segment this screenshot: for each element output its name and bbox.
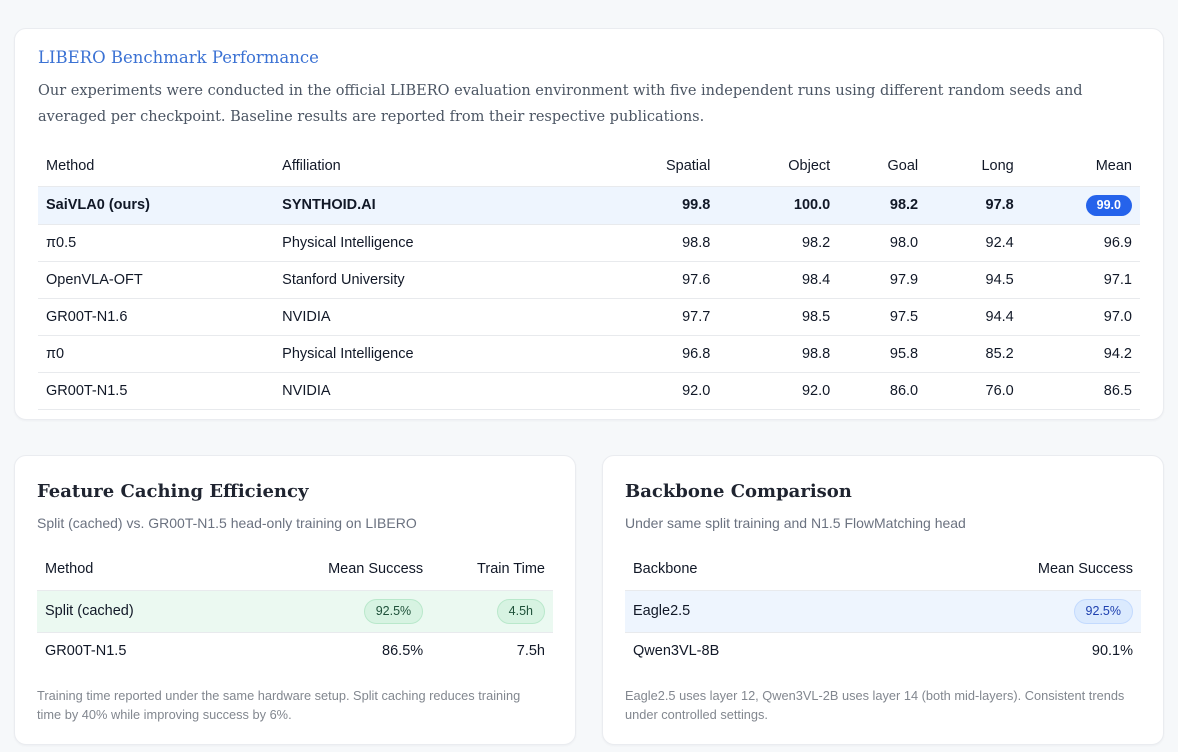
table-row-openvla-oft: OpenVLA-OFT Stanford University 97.6 98.… — [38, 261, 1140, 298]
cell-affiliation: Physical Intelligence — [282, 345, 414, 362]
mean-success-badge: 92.5% — [363, 599, 424, 624]
cell-backbone: Qwen3VL-8B — [633, 643, 720, 660]
col-header-train-time: Train Time — [477, 561, 545, 577]
benchmark-card-title: LIBERO Benchmark Performance — [38, 48, 319, 67]
benchmark-table: Method Affiliation Spatial Object Goal L… — [38, 150, 1140, 410]
cell-goal: 95.8 — [889, 345, 919, 362]
feature-caching-card: Feature Caching Efficiency Split (cached… — [14, 455, 576, 745]
table-row-split-cached: Split (cached) 92.5% 4.5h — [37, 590, 553, 632]
backbone-footnote: Eagle2.5 uses layer 12, Qwen3VL-2B uses … — [625, 688, 1125, 722]
cell-method: GR00T-N1.5 — [45, 643, 127, 660]
backbone-card-title: Backbone Comparison — [625, 481, 852, 502]
cell-method: Split (cached) — [45, 603, 134, 620]
table-row-gr00t-n16: GR00T-N1.6 NVIDIA 97.7 98.5 97.5 94.4 97… — [38, 298, 1140, 335]
cell-spatial: 98.8 — [682, 234, 711, 251]
cell-spatial: 92.0 — [682, 382, 711, 399]
train-time-badge: 4.5h — [496, 599, 545, 624]
cell-mean: 86.5 — [1103, 382, 1132, 399]
backbone-comparison-card: Backbone Comparison Under same split tra… — [602, 455, 1164, 745]
mean-score-badge: 99.0 — [1085, 195, 1132, 216]
cell-long: 97.8 — [985, 197, 1014, 214]
cell-mean: 96.9 — [1103, 234, 1132, 251]
cell-long: 76.0 — [985, 382, 1014, 399]
table-row-eagle25: Eagle2.5 92.5% — [625, 590, 1141, 632]
cell-method: OpenVLA-OFT — [46, 271, 143, 288]
col-header-object: Object — [788, 158, 831, 174]
table-row-gr00t-n15-caching: GR00T-N1.5 86.5% 7.5h — [37, 632, 553, 670]
cell-spatial: 97.7 — [682, 308, 711, 325]
cell-long: 85.2 — [985, 345, 1014, 362]
cell-object: 98.2 — [801, 234, 831, 251]
col-header-mean-success: Mean Success — [328, 561, 424, 577]
col-header-method: Method — [46, 158, 95, 174]
cell-affiliation: SYNTHOID.AI — [282, 197, 376, 214]
cell-long: 92.4 — [985, 234, 1014, 251]
backbone-card-subtitle: Under same split training and N1.5 FlowM… — [625, 515, 966, 531]
cell-method: GR00T-N1.5 — [46, 382, 128, 399]
cell-mean-success: 86.5% — [382, 643, 424, 660]
cell-mean: 94.2 — [1103, 345, 1132, 362]
cell-object: 98.5 — [801, 308, 831, 325]
cell-affiliation: NVIDIA — [282, 382, 331, 399]
cell-method: π0 — [46, 345, 65, 362]
cell-object: 92.0 — [801, 382, 831, 399]
benchmark-description: Our experiments were conducted in the of… — [38, 83, 1083, 125]
caching-card-subtitle: Split (cached) vs. GR00T-N1.5 head-only … — [37, 515, 417, 531]
col-header-method: Method — [45, 561, 94, 577]
bottom-cards-row: Feature Caching Efficiency Split (cached… — [14, 455, 1164, 745]
col-header-affiliation: Affiliation — [282, 158, 341, 174]
cell-train-time: 7.5h — [516, 643, 545, 660]
cell-long: 94.5 — [985, 271, 1014, 288]
caching-table: Method Mean Success Train Time Split (ca… — [37, 553, 553, 670]
col-header-goal: Goal — [887, 158, 919, 174]
caching-table-header-row: Method Mean Success Train Time — [37, 553, 553, 591]
cell-mean: 97.1 — [1103, 271, 1132, 288]
table-row-saivla0: SaiVLA0 (ours) SYNTHOID.AI 99.8 100.0 98… — [38, 186, 1140, 224]
cell-method: GR00T-N1.6 — [46, 308, 128, 325]
table-row-gr00t-n15: GR00T-N1.5 NVIDIA 92.0 92.0 86.0 76.0 86… — [38, 372, 1140, 409]
col-header-mean-success: Mean Success — [1037, 561, 1133, 577]
cell-long: 94.4 — [985, 308, 1014, 325]
cell-object: 100.0 — [793, 197, 831, 214]
table-row-qwen3vl: Qwen3VL-8B 90.1% — [625, 632, 1141, 670]
cell-goal: 97.9 — [889, 271, 919, 288]
benchmark-table-header-row: Method Affiliation Spatial Object Goal L… — [38, 150, 1140, 187]
backbone-table-header-row: Backbone Mean Success — [625, 553, 1141, 591]
cell-backbone: Eagle2.5 — [633, 603, 691, 620]
cell-mean-success: 90.1% — [1091, 643, 1133, 660]
caching-footnote: Training time reported under the same ha… — [37, 688, 521, 722]
col-header-long: Long — [981, 158, 1014, 174]
cell-object: 98.4 — [801, 271, 831, 288]
table-row-pi05: π0.5 Physical Intelligence 98.8 98.2 98.… — [38, 224, 1140, 261]
col-header-mean: Mean — [1095, 158, 1132, 174]
col-header-backbone: Backbone — [633, 561, 698, 577]
cell-spatial: 97.6 — [682, 271, 711, 288]
cell-affiliation: Stanford University — [282, 271, 405, 288]
cell-goal: 97.5 — [889, 308, 919, 325]
cell-method: SaiVLA0 (ours) — [46, 197, 150, 214]
table-row-pi0: π0 Physical Intelligence 96.8 98.8 95.8 … — [38, 335, 1140, 372]
cell-mean: 97.0 — [1103, 308, 1132, 325]
caching-card-title: Feature Caching Efficiency — [37, 481, 309, 502]
cell-goal: 98.2 — [889, 197, 919, 214]
mean-success-badge: 92.5% — [1073, 599, 1133, 624]
cell-affiliation: NVIDIA — [282, 308, 331, 325]
cell-spatial: 96.8 — [682, 345, 711, 362]
cell-object: 98.8 — [801, 345, 831, 362]
cell-spatial: 99.8 — [682, 197, 711, 214]
backbone-table: Backbone Mean Success Eagle2.5 92.5% Qwe… — [625, 553, 1141, 670]
cell-goal: 86.0 — [889, 382, 919, 399]
cell-goal: 98.0 — [889, 234, 919, 251]
col-header-spatial: Spatial — [665, 158, 711, 174]
libero-benchmark-card: LIBERO Benchmark Performance Our experim… — [14, 28, 1164, 420]
cell-method: π0.5 — [46, 234, 77, 251]
cell-affiliation: Physical Intelligence — [282, 234, 414, 251]
